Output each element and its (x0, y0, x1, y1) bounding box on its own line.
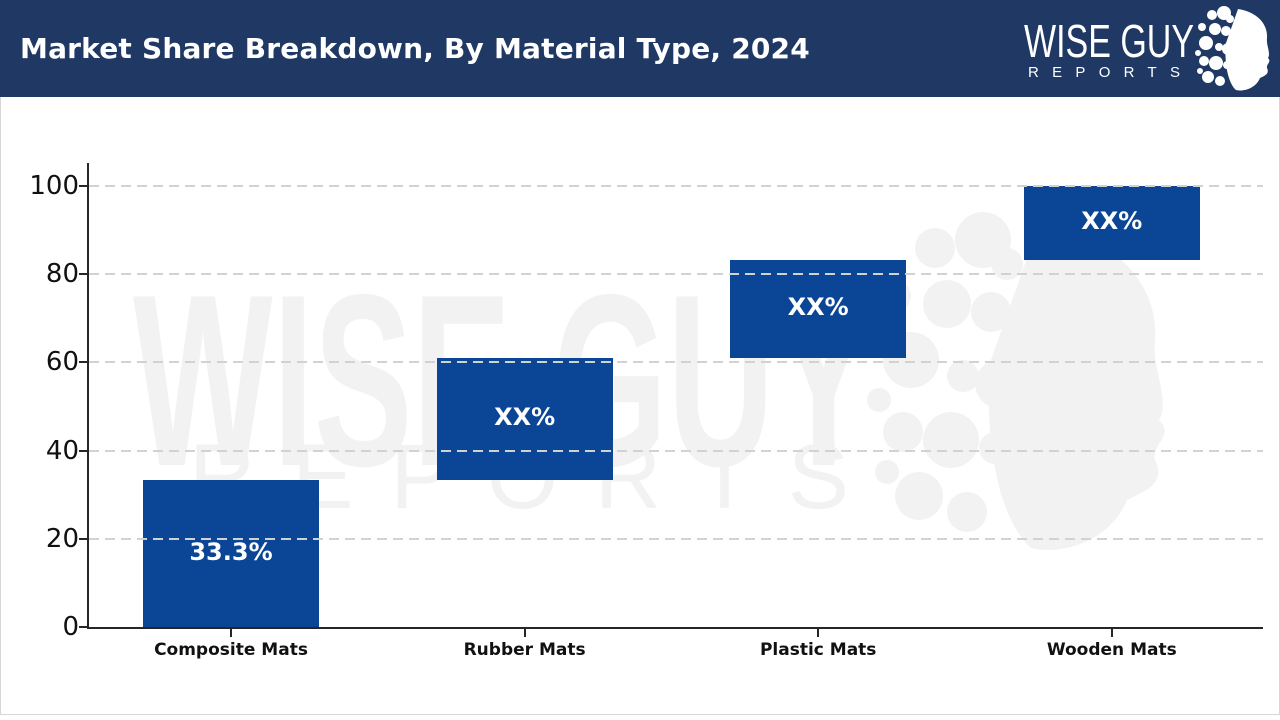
y-tick-mark-60 (79, 361, 87, 364)
gridline-80 (89, 273, 1263, 276)
logo-head-icon (1195, 5, 1270, 90)
x-tick-mark-composite-mats (230, 629, 232, 637)
x-axis-line (87, 627, 1263, 629)
chart-body: WISE GUY R E P O R T S 02040608010033.3%… (0, 97, 1280, 715)
y-tick-mark-40 (79, 449, 87, 452)
y-tick-mark-80 (79, 273, 87, 276)
gridline-60 (89, 361, 1263, 364)
gridline-100 (89, 185, 1263, 187)
logo-wordmark: WISE GUY (1024, 15, 1194, 67)
category-label-plastic-mats: Plastic Mats (759, 640, 877, 660)
bar-plastic-mats (730, 259, 907, 358)
category-label-rubber-mats: Rubber Mats (463, 640, 586, 660)
bar-label-rubber-mats: XX% (494, 402, 556, 431)
bar-label-plastic-mats: XX% (787, 292, 849, 321)
x-tick-mark-wooden-mats (1110, 629, 1113, 637)
chart-title: Market Share Breakdown, By Material Type… (20, 32, 810, 65)
category-label-wooden-mats: Wooden Mats (1046, 640, 1177, 660)
gridline-20 (89, 537, 1263, 540)
bar-label-wooden-mats: XX% (1081, 206, 1143, 235)
header-bar: Market Share Breakdown, By Material Type… (0, 0, 1280, 97)
category-label-composite-mats: Composite Mats (154, 640, 308, 660)
y-tick-label-100: 100 (29, 171, 79, 201)
y-tick-mark-0 (79, 626, 87, 628)
x-tick-mark-rubber-mats (523, 629, 526, 637)
y-tick-label-0: 0 (62, 612, 79, 642)
y-tick-label-80: 80 (45, 259, 79, 290)
bar-rubber-mats (436, 357, 613, 481)
gridline-40 (89, 449, 1263, 452)
bar-composite-mats (143, 480, 319, 627)
y-tick-label-20: 20 (45, 523, 79, 554)
y-tick-label-60: 60 (45, 347, 79, 378)
y-tick-label-40: 40 (45, 435, 79, 466)
y-tick-mark-100 (79, 185, 87, 187)
x-tick-mark-plastic-mats (817, 629, 820, 637)
plot-area: 0 20 40 60 80 100 33.3% Composite Mats XX% Rubber… (1, 97, 1279, 714)
wise-guy-logo: WISE GUY REPORTS (1024, 5, 1270, 90)
bar-label-composite-mats: 33.3% (189, 537, 273, 566)
y-tick-mark-20 (79, 537, 87, 540)
y-axis-line (87, 163, 89, 629)
